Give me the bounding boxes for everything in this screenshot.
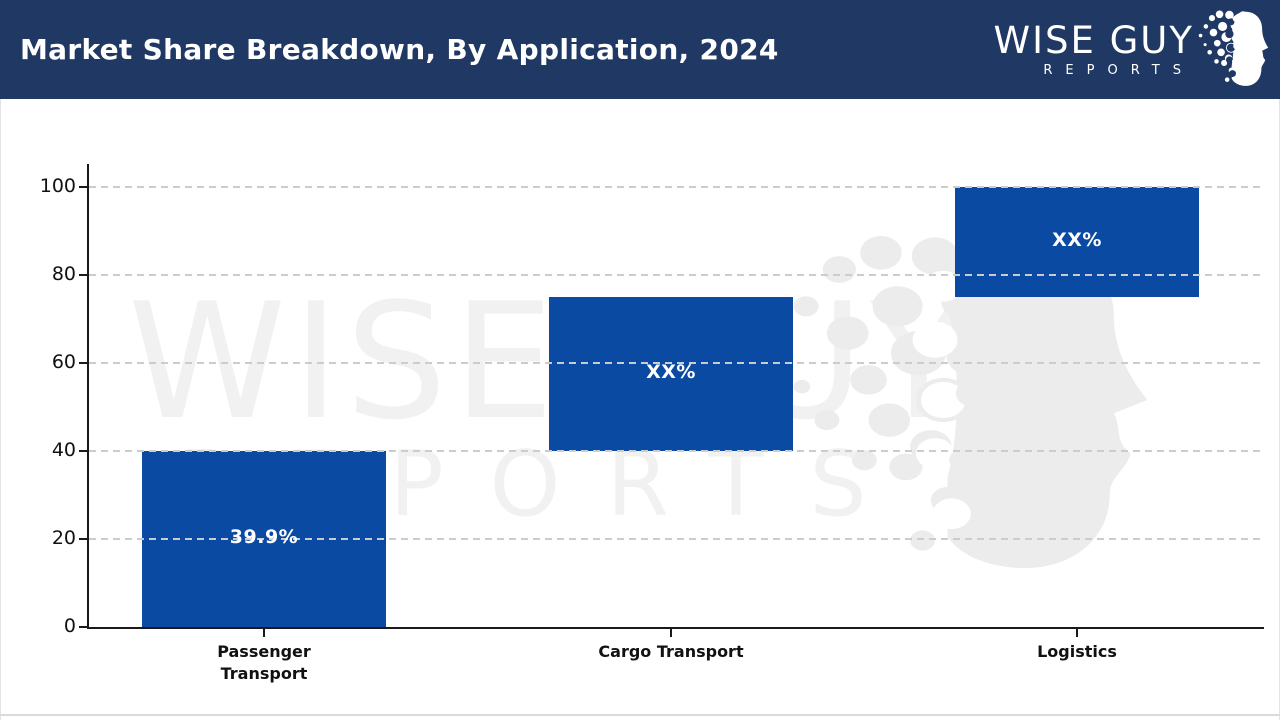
bar-segment: [955, 186, 1199, 297]
x-tick: [263, 629, 265, 637]
logo-face-icon: [1198, 9, 1269, 86]
gridline: [89, 273, 1262, 276]
wise-guy-logo: WISE GUY REPORTS: [994, 8, 1274, 92]
logo-text: WISE GUY REPORTS: [994, 22, 1194, 77]
gridline: [89, 361, 1262, 364]
y-tick-label: 0: [63, 615, 76, 637]
bottom-edge-rule: [0, 714, 1280, 716]
gridline: [89, 449, 1262, 452]
header-banner: Market Share Breakdown, By Application, …: [0, 0, 1280, 99]
y-tick-label: 80: [51, 262, 76, 285]
plot-area: 39.9% XX% XX% 0 20 40 60 80 100 Passenger Transpo…: [0, 99, 1280, 720]
y-tick: [79, 361, 89, 364]
bar-value-label: XX%: [1052, 228, 1102, 251]
y-tick: [79, 273, 89, 276]
bar-segment: [549, 296, 793, 452]
y-axis-line: [87, 164, 89, 629]
gridline: [89, 185, 1262, 188]
logo-subtext: REPORTS: [1043, 63, 1194, 78]
y-tick: [79, 626, 89, 628]
logo-wordmark: WISE GUY: [993, 19, 1194, 62]
bar-value-label: XX%: [646, 360, 696, 383]
bar-value-label: 39.9%: [229, 526, 299, 549]
left-edge-rule: [0, 99, 1, 720]
y-tick-label: 40: [51, 438, 76, 461]
y-tick-label: 60: [51, 350, 76, 373]
y-tick-label: 20: [51, 526, 76, 549]
x-category-label: Passenger Transport: [217, 642, 311, 683]
x-category-label: Logistics: [1037, 642, 1117, 661]
gridline: [89, 537, 1262, 540]
y-tick: [79, 185, 89, 188]
y-tick-label: 100: [39, 174, 76, 197]
x-tick: [1076, 629, 1078, 637]
y-tick: [79, 537, 89, 540]
x-category-label: Cargo Transport: [598, 642, 744, 661]
chart-title: Market Share Breakdown, By Application, …: [20, 33, 779, 66]
x-axis-line: [87, 627, 1264, 629]
y-tick: [79, 449, 89, 452]
x-tick: [670, 629, 672, 637]
